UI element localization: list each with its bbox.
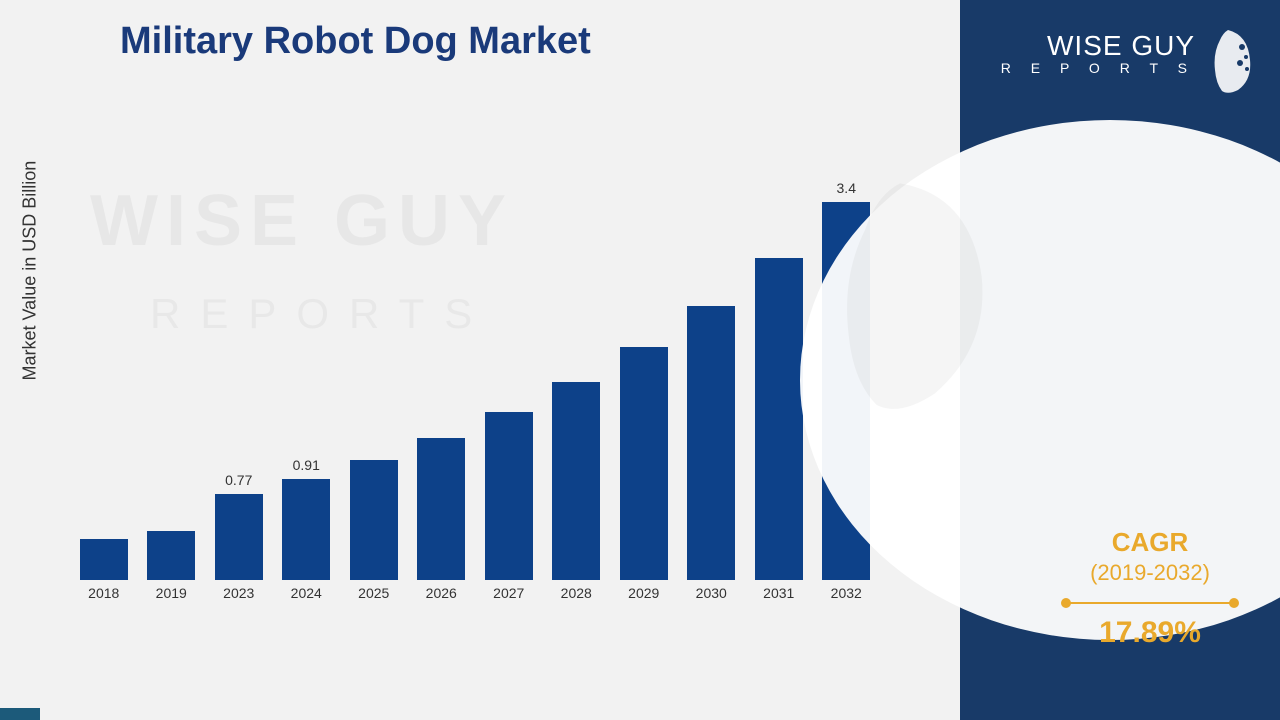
x-tick-label: 2030 — [681, 585, 741, 601]
x-axis-labels: 2018 2019 2023 2024 2025 2026 2027 2028 2029 2030… — [70, 585, 880, 601]
bar-value-label: 3.4 — [837, 180, 856, 198]
right-panel: WISE GUY R E P O R T S CAGR (2019-2032) … — [960, 0, 1280, 720]
bar-group — [614, 325, 674, 580]
bar — [485, 412, 533, 580]
bar — [350, 460, 398, 580]
bar-value-label: 0.91 — [293, 457, 320, 475]
x-tick-label: 2028 — [546, 585, 606, 601]
bar-group — [141, 509, 201, 580]
bar-group — [546, 360, 606, 580]
cagr-block: CAGR (2019-2032) 17.89% — [1065, 527, 1235, 650]
x-tick-label: 2018 — [74, 585, 134, 601]
cagr-divider — [1065, 602, 1235, 604]
chart-title: Military Robot Dog Market — [120, 20, 591, 63]
logo-text-sub: R E P O R T S — [1001, 60, 1195, 76]
bar — [215, 494, 263, 580]
cagr-title: CAGR — [1065, 527, 1235, 558]
x-tick-label: 2025 — [344, 585, 404, 601]
x-tick-label: 2027 — [479, 585, 539, 601]
bar-group — [411, 416, 471, 580]
bar — [687, 306, 735, 580]
x-tick-label: 2029 — [614, 585, 674, 601]
bar — [755, 258, 803, 580]
cagr-value: 17.89% — [1065, 616, 1235, 650]
logo-head-icon — [1198, 25, 1258, 95]
accent-bar — [0, 708, 40, 720]
bar-group — [681, 284, 741, 580]
chart-area: 0.77 0.91 3.4 — [70, 180, 880, 580]
x-tick-label: 2026 — [411, 585, 471, 601]
x-tick-label: 2019 — [141, 585, 201, 601]
bar-group: 0.77 — [209, 472, 269, 580]
x-tick-label: 2031 — [749, 585, 809, 601]
bar-value-label: 0.77 — [225, 472, 252, 490]
brand-logo: WISE GUY R E P O R T S — [1001, 30, 1250, 76]
logo-text-main: WISE GUY — [1001, 30, 1195, 62]
bar — [282, 479, 330, 580]
bar-group — [344, 438, 404, 580]
x-tick-label: 2032 — [816, 585, 876, 601]
cagr-range: (2019-2032) — [1065, 560, 1235, 586]
x-tick-label: 2023 — [209, 585, 269, 601]
bar — [417, 438, 465, 580]
bar — [80, 539, 128, 580]
bar — [552, 382, 600, 580]
x-tick-label: 2024 — [276, 585, 336, 601]
bar-group — [749, 236, 809, 580]
y-axis-label: Market Value in USD Billion — [20, 161, 41, 381]
bar — [147, 531, 195, 580]
bar-group — [479, 390, 539, 580]
bar-group: 0.91 — [276, 457, 336, 580]
bar — [620, 347, 668, 580]
bar-group — [74, 517, 134, 580]
